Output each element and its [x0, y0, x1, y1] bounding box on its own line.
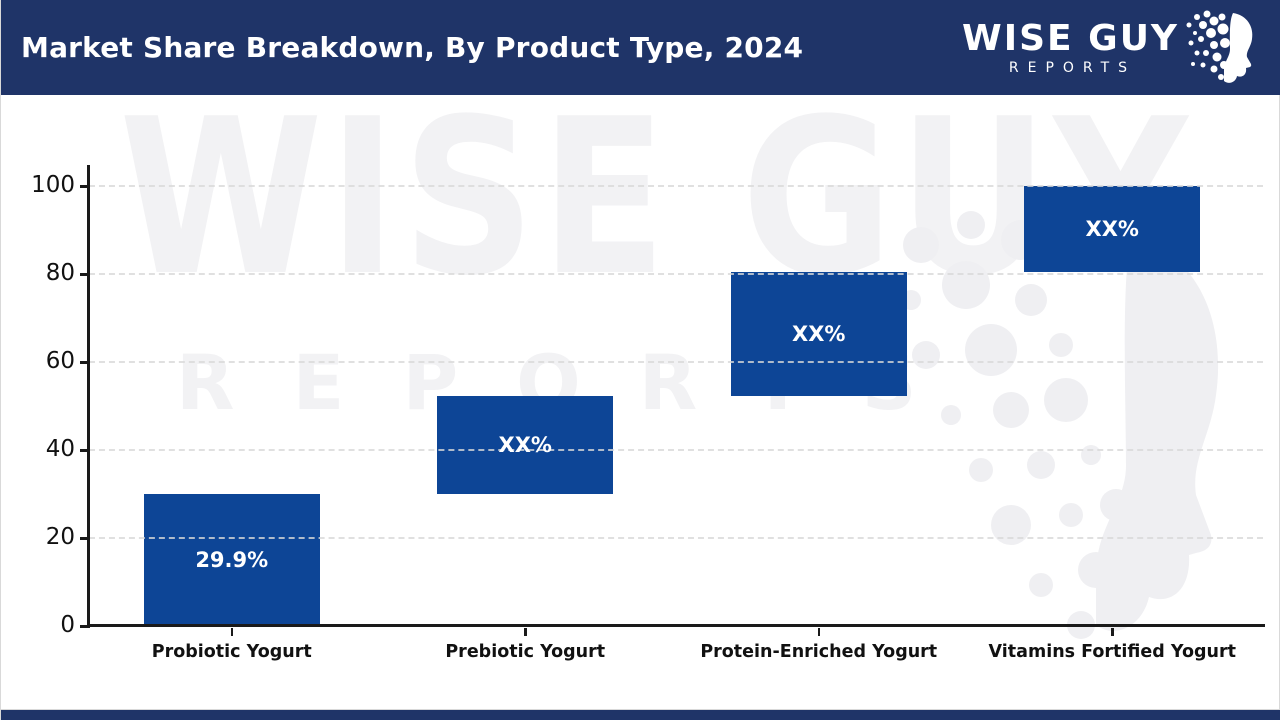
chart-area: WISE GUY REPORTS 0 20 40 60 80 100 29.9% XX% XX…: [1, 90, 1280, 709]
gridline: [89, 449, 1263, 451]
x-tick-mark: [817, 628, 821, 636]
brand-logo-text: WISE GUY REPORTS: [961, 17, 1179, 76]
y-tick-label: 20: [45, 524, 75, 550]
x-category-label: Prebiotic Yogurt: [445, 642, 606, 662]
gridline: [89, 537, 1263, 539]
x-axis-line: [87, 624, 1265, 627]
chart-title: Market Share Breakdown, By Product Type,…: [21, 31, 804, 64]
y-tick-mark: [80, 185, 88, 188]
y-tick-mark: [80, 361, 88, 364]
y-tick-mark: [80, 449, 88, 452]
x-category-label: Probiotic Yogurt: [151, 642, 312, 662]
x-tick-mark: [1111, 628, 1114, 636]
bar-value-label: XX%: [792, 321, 846, 346]
watermark-face-dots-icon: [901, 211, 1219, 639]
gridline: [89, 361, 1263, 363]
y-tick-label: 80: [45, 260, 75, 286]
y-tick-mark: [80, 273, 88, 276]
y-tick-mark: [80, 537, 88, 540]
gridline: [89, 185, 1263, 187]
brand-subtitle: REPORTS: [1008, 59, 1137, 76]
header-bar: Market Share Breakdown, By Product Type,…: [1, 0, 1280, 95]
y-tick-label: 60: [45, 348, 75, 374]
bar-value-label: 29.9%: [195, 548, 269, 573]
bar-segment: [730, 271, 907, 396]
y-axis-line: [87, 165, 90, 628]
x-tick-mark: [230, 628, 234, 636]
footer-bar: [1, 709, 1280, 720]
brand-logo: WISE GUY REPORTS: [962, 9, 1255, 87]
watermark-text: WISE GUY: [119, 72, 1193, 323]
bar-value-label: XX%: [1085, 216, 1139, 241]
x-category-label: Protein-Enriched Yogurt: [700, 642, 938, 662]
bar-segment: [437, 395, 614, 495]
y-tick-label: 100: [31, 172, 75, 198]
brand-name: WISE GUY: [961, 17, 1179, 59]
y-tick-mark: [80, 625, 88, 628]
gridline: [89, 273, 1263, 275]
x-tick-mark: [524, 628, 527, 636]
y-tick-label: 40: [45, 436, 75, 462]
bar-segment: [143, 494, 320, 626]
y-tick-label: 0: [60, 612, 75, 638]
x-category-label: Vitamins Fortified Yogurt: [988, 642, 1236, 662]
bar-segment: [1024, 186, 1201, 272]
bar-value-label: XX%: [498, 433, 552, 458]
logo-face-icon: [1186, 10, 1253, 83]
